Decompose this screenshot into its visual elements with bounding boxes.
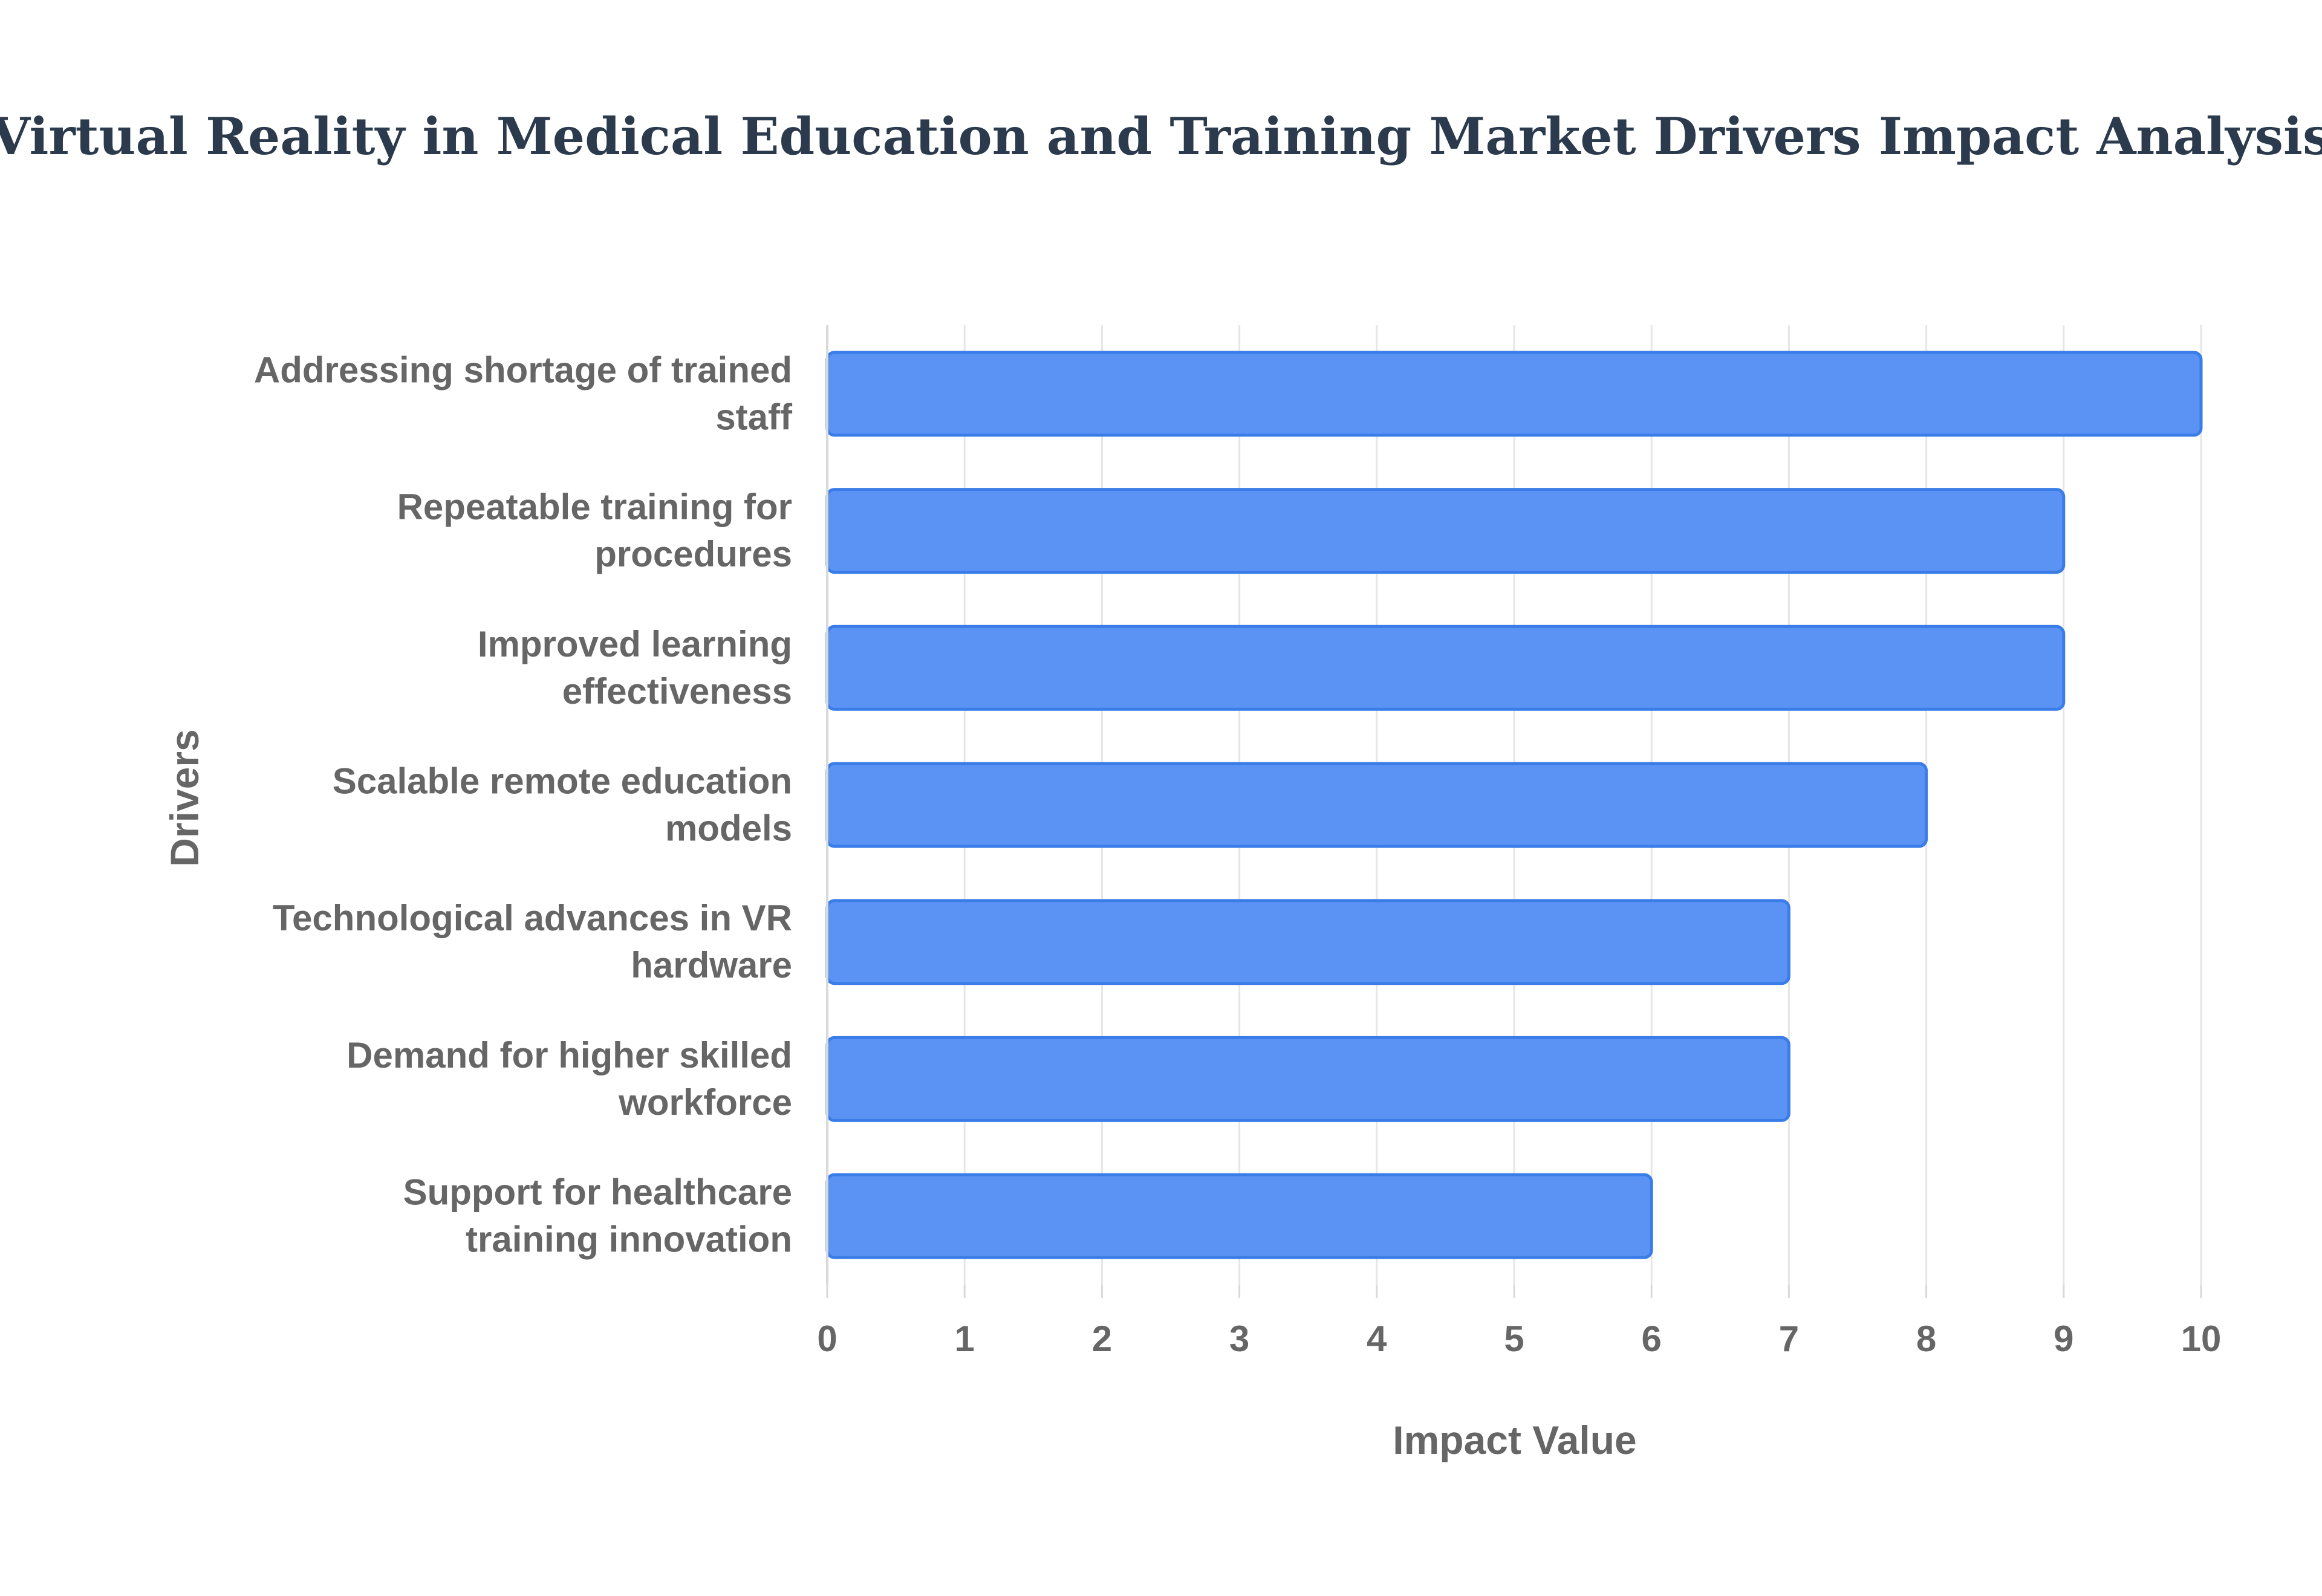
category-label: Addressing shortage of trained — [254, 349, 792, 390]
bar — [825, 351, 2203, 437]
category-label: Scalable remote education — [333, 761, 792, 802]
category-label: hardware — [631, 945, 792, 985]
bars — [825, 351, 2203, 1259]
chart-title: Virtual Reality in Medical Education and… — [0, 106, 2322, 166]
bar — [825, 488, 2066, 574]
x-tick-label: 2 — [1092, 1319, 1112, 1359]
x-tick-label: 0 — [817, 1319, 837, 1359]
category-labels: Addressing shortage of trained staff Repea… — [254, 349, 793, 1259]
x-tick-label: 8 — [1916, 1319, 1936, 1359]
bar — [825, 1036, 1790, 1122]
bar — [825, 899, 1790, 985]
x-tick-label: 9 — [2054, 1319, 2073, 1359]
x-tick-label: 7 — [1779, 1319, 1799, 1359]
category-label: effectiveness — [562, 671, 792, 712]
category-label: training innovation — [466, 1219, 792, 1260]
category-label: Repeatable training for — [397, 487, 792, 527]
category-label: Technological advances in VR — [273, 898, 792, 938]
category-label: Improved learning — [478, 624, 792, 664]
category-label: models — [665, 808, 792, 849]
category-label: workforce — [618, 1082, 792, 1123]
x-tick-label: 3 — [1229, 1319, 1249, 1359]
x-axis-title: Impact Value — [1393, 1418, 1637, 1462]
x-tick-label: 6 — [1642, 1319, 1662, 1359]
category-label: staff — [715, 397, 793, 437]
x-tick-label: 1 — [955, 1319, 975, 1359]
category-label: Support for healthcare — [403, 1172, 792, 1213]
x-tick-label: 10 — [2181, 1319, 2222, 1359]
category-label: procedures — [594, 534, 792, 574]
category-label: Demand for higher skilled — [346, 1035, 792, 1075]
y-axis-title: Drivers — [162, 729, 207, 867]
axes — [826, 325, 2202, 1298]
x-tick-labels: 0 1 2 3 4 5 6 7 8 9 10 — [817, 1319, 2221, 1359]
bar — [825, 624, 2066, 711]
bar — [825, 1173, 1653, 1259]
x-tick-label: 4 — [1367, 1319, 1387, 1359]
bar — [825, 762, 1928, 848]
x-tick-label: 5 — [1504, 1319, 1524, 1359]
